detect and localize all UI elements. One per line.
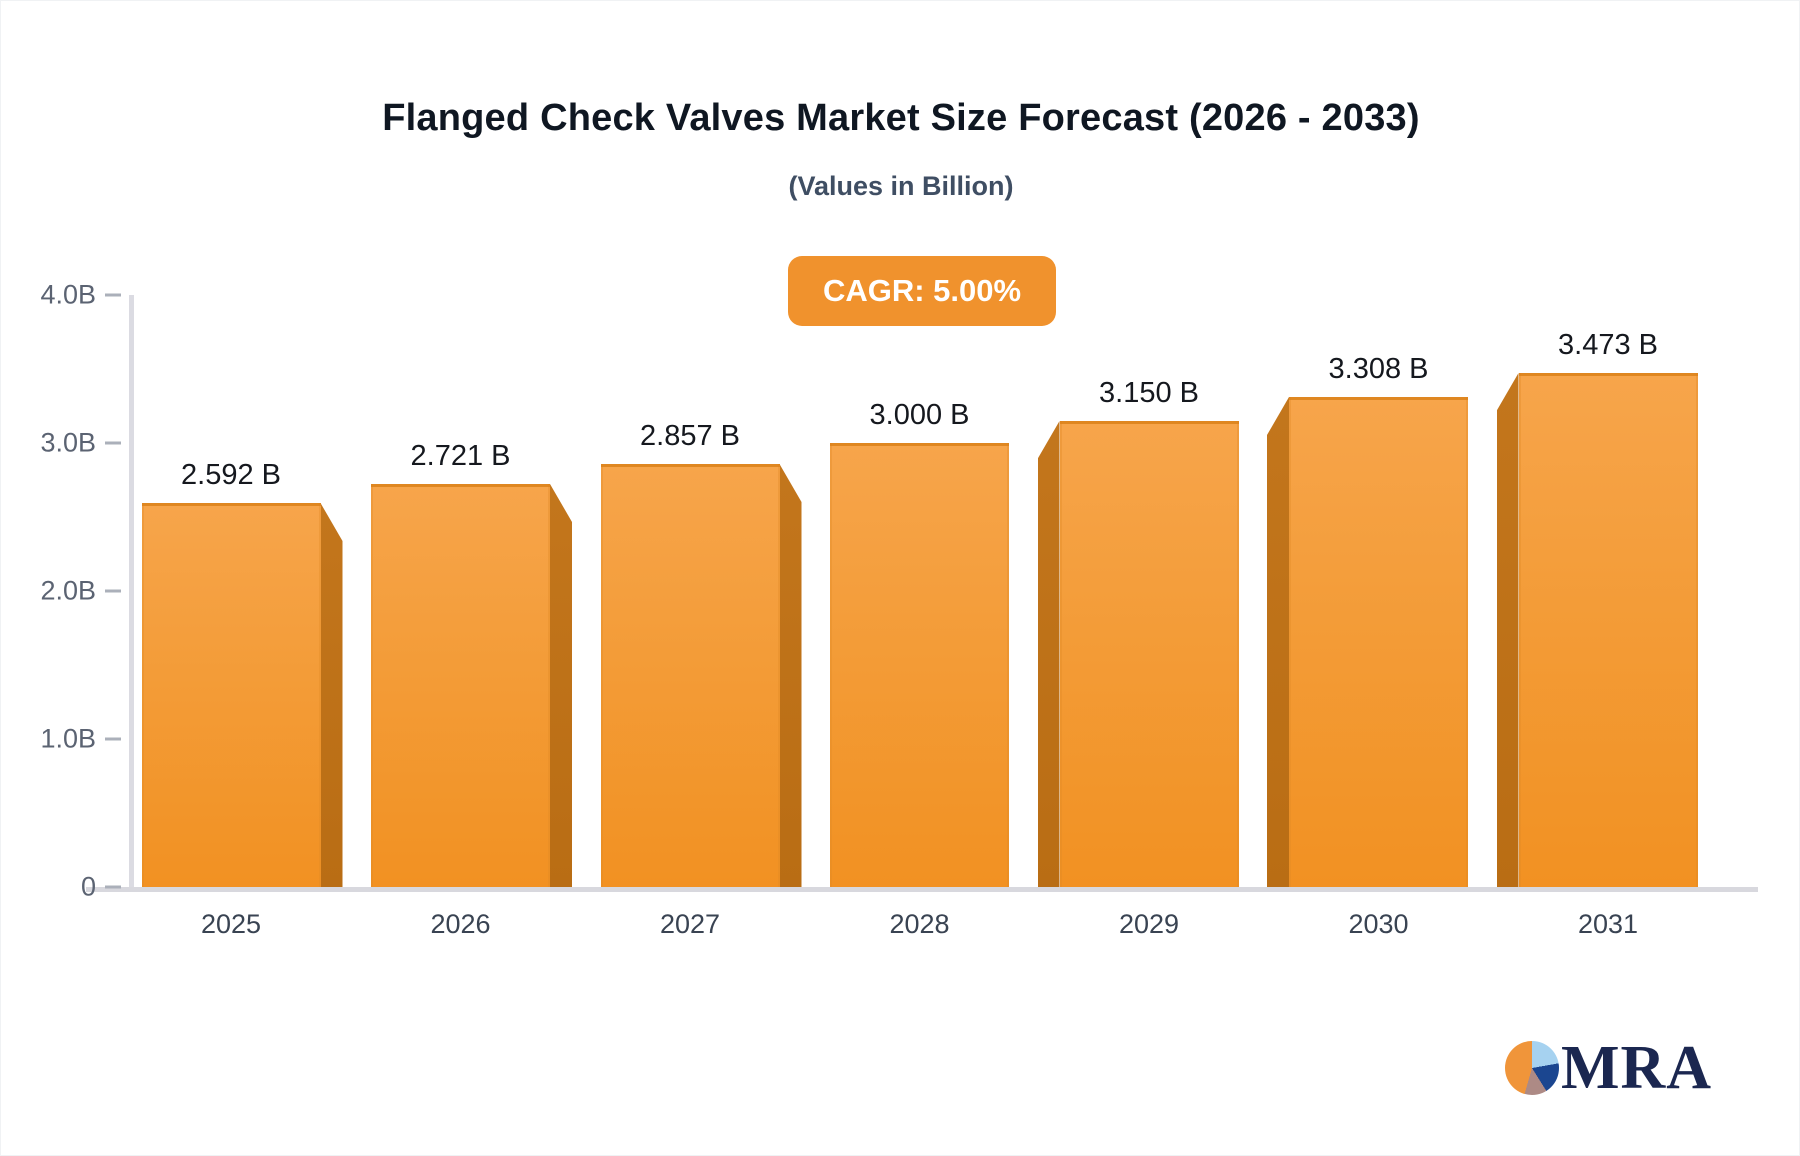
mra-logo-text: MRA bbox=[1561, 1034, 1713, 1102]
mra-logo: MRA bbox=[1505, 1034, 1713, 1102]
x-axis-category-label: 2030 bbox=[1348, 909, 1409, 939]
bar-side-2025 bbox=[320, 503, 343, 887]
bar-2031 bbox=[1518, 373, 1698, 887]
bar-2026 bbox=[371, 484, 550, 887]
y-axis-tick-label: 0 bbox=[80, 871, 96, 902]
x-axis-category-label: 2031 bbox=[1577, 909, 1639, 939]
chart-subtitle: (Values in Billion) bbox=[788, 171, 1014, 201]
x-axis-line bbox=[86, 887, 1758, 892]
x-axis-category-label: 2029 bbox=[1118, 909, 1180, 939]
bar-2029 bbox=[1059, 421, 1239, 887]
bar-value-label: 2.721 B bbox=[410, 440, 511, 472]
chart-title: Flanged Check Valves Market Size Forecas… bbox=[382, 97, 1420, 139]
bar-value-label: 3.150 B bbox=[1099, 377, 1199, 409]
y-axis-tick-mark bbox=[105, 737, 121, 741]
cagr-badge-label: CAGR: 5.00% bbox=[822, 273, 1022, 308]
bar-side-2026 bbox=[550, 484, 572, 887]
x-axis-category-label: 2027 bbox=[659, 909, 721, 939]
bar-2030 bbox=[1289, 397, 1468, 887]
y-axis-tick-label: 2.0B bbox=[40, 575, 96, 606]
bar-value-label: 3.000 B bbox=[869, 399, 970, 431]
y-axis-line bbox=[129, 295, 134, 892]
pie-chart-logo-icon bbox=[1505, 1041, 1559, 1095]
bar-value-label: 2.857 B bbox=[640, 420, 740, 452]
bar-value-label: 3.473 B bbox=[1558, 329, 1658, 361]
cagr-badge: CAGR: 5.00% bbox=[788, 256, 1056, 326]
bar-2025 bbox=[141, 503, 321, 887]
bar-side-2031 bbox=[1496, 373, 1519, 887]
x-axis-category-label: 2028 bbox=[889, 909, 950, 939]
bar-side-2027 bbox=[779, 464, 802, 887]
y-axis-tick-mark bbox=[105, 441, 121, 445]
y-axis-tick-mark bbox=[105, 293, 121, 297]
bar-value-label: 2.592 B bbox=[181, 459, 281, 491]
bar-side-2030 bbox=[1267, 397, 1289, 887]
y-axis-tick-label: 3.0B bbox=[40, 427, 96, 458]
x-axis-category-label: 2025 bbox=[200, 909, 262, 939]
y-axis-tick-label: 4.0B bbox=[40, 279, 96, 310]
bar-2028 bbox=[830, 443, 1009, 887]
bar-value-label: 3.308 B bbox=[1328, 353, 1429, 385]
bar-2027 bbox=[600, 464, 780, 887]
x-axis-category-label: 2026 bbox=[430, 909, 491, 939]
y-axis-tick-label: 1.0B bbox=[40, 723, 96, 754]
y-axis-tick-mark bbox=[105, 885, 121, 889]
bar-side-2029 bbox=[1037, 421, 1060, 887]
y-axis-tick-mark bbox=[105, 589, 121, 593]
